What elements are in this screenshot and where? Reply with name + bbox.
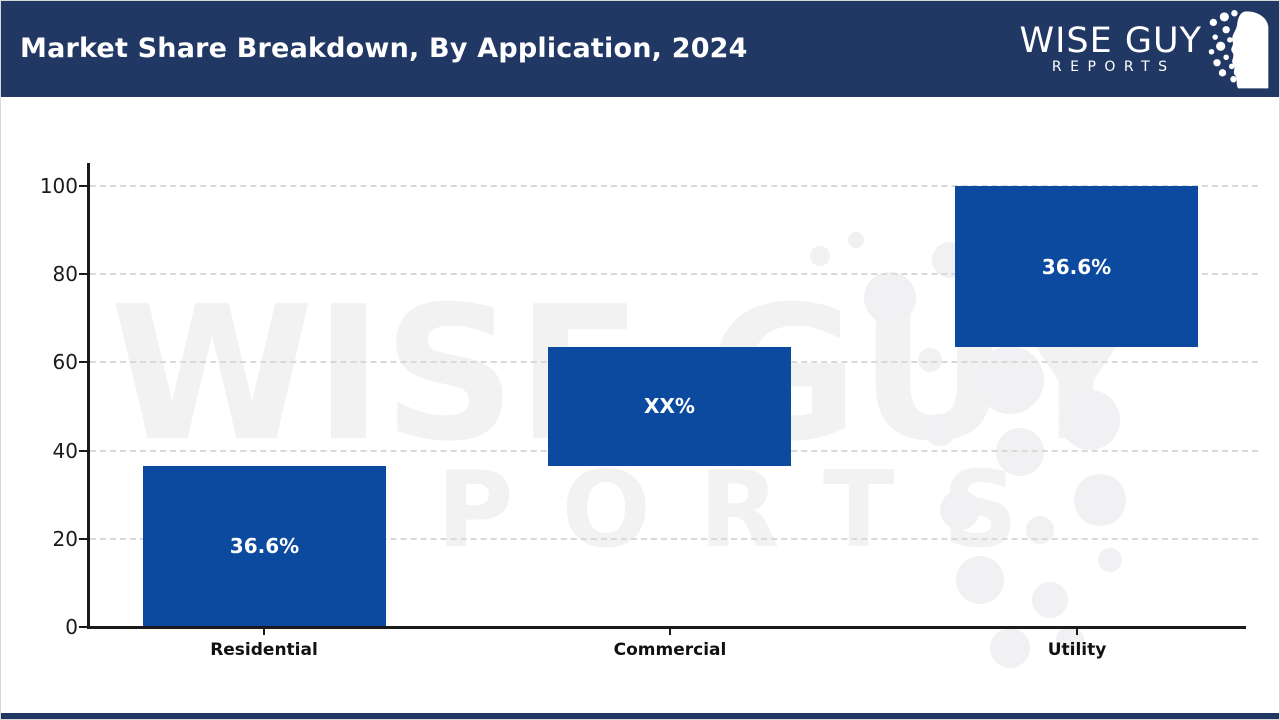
gridline — [90, 537, 1258, 540]
x-axis-tick — [263, 629, 265, 635]
page-title: Market Share Breakdown, By Application, … — [20, 33, 748, 64]
bar-value-label: 36.6% — [229, 534, 300, 559]
y-axis-tick — [79, 449, 88, 452]
footer-bar — [0, 713, 1280, 720]
x-axis-label-residential: Residential — [210, 640, 318, 660]
y-axis-tick-label: 40 — [52, 438, 78, 463]
y-axis-tick-label: 20 — [52, 526, 78, 551]
header-bar: Market Share Breakdown, By Application, … — [0, 0, 1280, 97]
gridline — [90, 185, 1258, 187]
y-axis-tick-label: 0 — [65, 615, 78, 639]
logo-primary-text: WISE GUY — [1019, 21, 1202, 62]
logo-secondary-text: REPORTS — [1051, 58, 1176, 75]
y-axis-line — [87, 163, 90, 629]
x-axis-label-utility: Utility — [1047, 640, 1107, 660]
y-axis-tick — [79, 185, 88, 187]
y-axis-tick-label: 100 — [39, 174, 78, 198]
bar-value-label: XX% — [644, 394, 695, 419]
x-axis-line — [87, 626, 1246, 629]
gridline — [90, 273, 1258, 276]
x-axis-tick — [669, 629, 671, 635]
bar-residential: 36.6% — [143, 465, 386, 627]
x-axis-label-commercial: Commercial — [613, 640, 727, 660]
y-axis-tick-label: 80 — [52, 262, 78, 287]
bar-utility: 36.6% — [955, 186, 1198, 348]
logo-text: WISE GUY REPORTS — [1019, 23, 1202, 74]
wise-guy-logo: WISE GUY REPORTS — [1019, 0, 1272, 97]
y-axis-tick — [79, 626, 88, 628]
x-axis-tick — [1076, 629, 1078, 635]
y-axis-tick — [79, 361, 88, 364]
bar-value-label: 36.6% — [1041, 254, 1112, 279]
y-axis-tick-label: 60 — [52, 350, 78, 375]
dotted-face-icon — [1208, 9, 1269, 88]
bar-commercial: XX% — [548, 347, 791, 466]
y-axis-tick — [79, 537, 88, 540]
y-axis-tick — [79, 273, 88, 276]
